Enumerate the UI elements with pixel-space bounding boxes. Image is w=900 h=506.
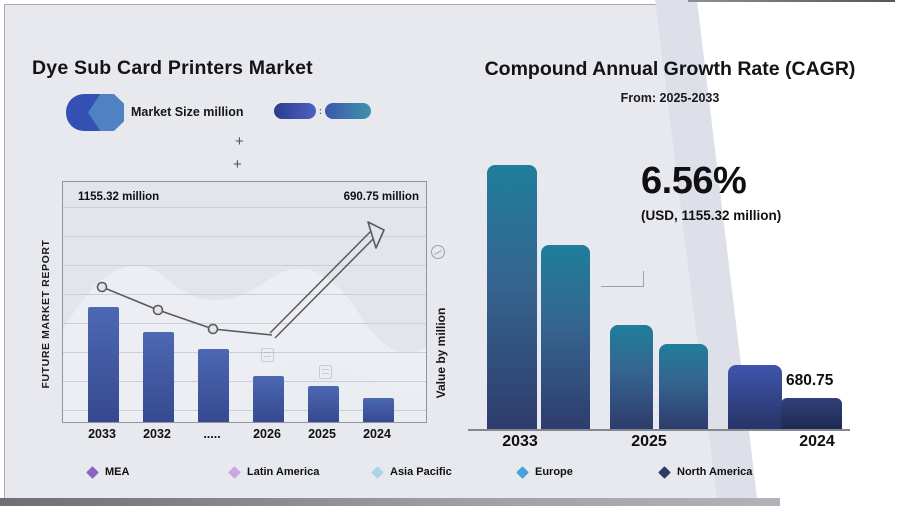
bar-2026 (253, 376, 284, 422)
cagr-bar-2024-b (781, 398, 842, 429)
gridline (63, 381, 426, 382)
pill-teal-icon (325, 103, 371, 119)
legend-item-asia-pacific: Asia Pacific (371, 465, 452, 479)
ratio-pills-decoration: : (274, 103, 371, 119)
market-size-label: Market Size million (131, 105, 244, 119)
x-tick-label: ..... (203, 427, 221, 441)
gridline (63, 207, 426, 208)
market-size-icon (66, 94, 124, 131)
x-tick-label: 2033 (502, 433, 538, 450)
bar-2024 (363, 398, 394, 422)
brand-watermark: FUTURE MARKET REPORT (40, 239, 52, 389)
cagr-detail: (USD, 1155.32 million) (641, 208, 782, 223)
legend-label: MEA (105, 466, 130, 478)
top-edge-line (688, 0, 895, 2)
legend-item-latin-america: Latin America (228, 465, 320, 479)
x-tick-label: 2024 (799, 433, 835, 450)
bar-gap-years (198, 349, 229, 422)
bar-2033 (88, 307, 119, 422)
pill-dark-icon (274, 103, 316, 119)
x-tick-label: 2025 (308, 427, 336, 441)
right-chart-x-axis-line (468, 429, 850, 431)
page-title: Dye Sub Card Printers Market (32, 57, 313, 79)
bar-value-label: 680.75 (786, 372, 834, 389)
y-axis-label: Value by million (434, 307, 448, 399)
diamond-icon (86, 465, 99, 479)
bar-2025 (308, 386, 339, 422)
legend-item-north-america: North America (658, 465, 753, 479)
cagr-bar-2025-a (610, 325, 653, 429)
ratio-separator: : (319, 106, 322, 116)
cagr-bar-2025-b (659, 344, 708, 429)
x-tick-label: 2024 (363, 427, 391, 441)
cagr-period: From: 2025-2033 (620, 91, 720, 105)
cagr-bar-2033-b (541, 245, 590, 429)
gridline (63, 236, 426, 237)
gridline (63, 265, 426, 266)
diamond-icon (228, 465, 241, 479)
market-size-chart-panel: 1155.32 million 690.75 million (62, 181, 427, 423)
min-value-annotation: 690.75 million (343, 191, 419, 203)
trend-line-with-arrow (96, 221, 385, 339)
x-tick-label: 2032 (143, 427, 171, 441)
bar-2032 (143, 332, 174, 422)
diamond-icon (516, 465, 529, 479)
corner-line-decoration (601, 271, 644, 287)
legend-label: Europe (535, 466, 573, 478)
diamond-icon (658, 465, 671, 479)
cagr-bar-2033-a (487, 165, 537, 429)
bottom-edge-strip (0, 498, 780, 506)
plus-decoration: + (233, 156, 242, 173)
cagr-title: Compound Annual Growth Rate (CAGR) (484, 58, 856, 80)
gridline (63, 410, 426, 411)
x-tick-label: 2033 (88, 427, 116, 441)
x-tick-label: 2026 (253, 427, 281, 441)
plus-decoration: + (235, 133, 244, 150)
gridline (63, 294, 426, 295)
legend-item-mea: MEA (86, 465, 130, 479)
legend-label: Asia Pacific (390, 466, 452, 478)
cagr-value: 6.56% (641, 160, 747, 202)
legend-item-europe: Europe (516, 465, 573, 479)
cagr-bar-2024-a (728, 365, 782, 429)
diamond-icon (371, 465, 384, 479)
legend-label: North America (677, 466, 753, 478)
legend-label: Latin America (247, 466, 320, 478)
minus-circle-icon (431, 245, 445, 259)
gridline (63, 352, 426, 353)
x-tick-label: 2025 (631, 433, 667, 450)
document-icon (261, 348, 274, 362)
max-value-annotation: 1155.32 million (78, 191, 160, 203)
document-icon (319, 365, 332, 379)
gridline (63, 323, 426, 324)
